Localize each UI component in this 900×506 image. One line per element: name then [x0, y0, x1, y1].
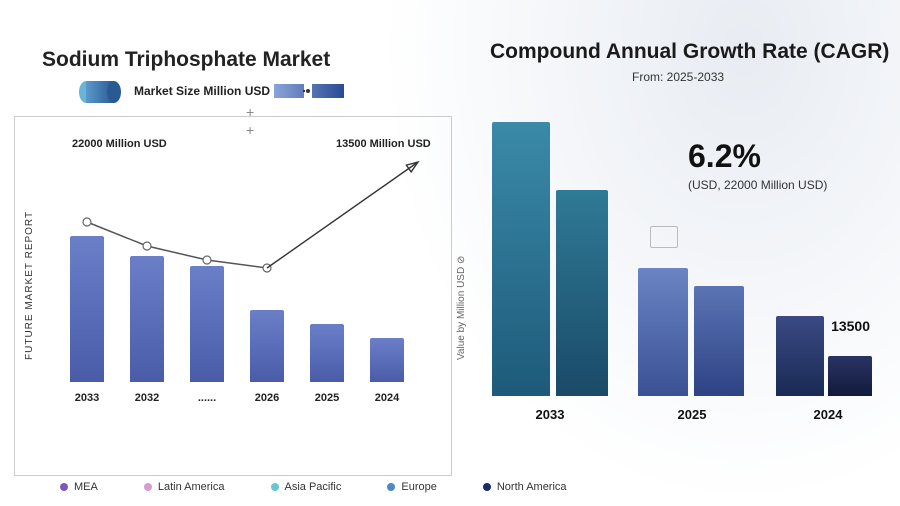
right-group-label: 2033 [510, 407, 590, 422]
left-chart-area: 20332032......202620252024 [38, 150, 438, 410]
region-item: MEA [60, 478, 98, 496]
right-bar [694, 286, 744, 396]
right-bar [556, 190, 608, 396]
right-bar [638, 268, 688, 396]
region-item: Europe [387, 478, 436, 496]
plus-marker-1: + [246, 104, 254, 120]
region-label: Asia Pacific [285, 481, 342, 493]
cylinder-icon [78, 80, 122, 104]
from-range: From: 2025-2033 [632, 70, 724, 84]
region-item: Latin America [144, 478, 225, 496]
right-bar [776, 316, 824, 396]
region-label: MEA [74, 481, 98, 493]
legend-text: Market Size Million USD [134, 84, 270, 98]
right-title: Compound Annual Growth Rate (CAGR) [490, 40, 889, 64]
region-dot [271, 483, 279, 491]
right-group-label: 2024 [788, 407, 868, 422]
arrow-end-label: 13500 Million USD [336, 138, 431, 150]
region-dot [483, 483, 491, 491]
region-dot [144, 483, 152, 491]
right-bar [828, 356, 872, 396]
region-item: North America [483, 478, 567, 496]
right-chart-area: 13500 2033 2025 2024 [480, 96, 880, 426]
right-bar [492, 122, 550, 396]
region-dot [60, 483, 68, 491]
left-title: Sodium Triphosphate Market [42, 48, 330, 72]
region-label: Europe [401, 481, 436, 493]
region-label: Latin America [158, 481, 225, 493]
yaxis-right-label: Value by Million USD ⊘ [456, 256, 467, 360]
right-group-label: 2025 [652, 407, 732, 422]
region-dot [387, 483, 395, 491]
yaxis-left-label: FUTURE MARKET REPORT [24, 211, 35, 360]
region-label: North America [497, 481, 567, 493]
ymax-label: 22000 Million USD [72, 138, 167, 150]
legend-gradient-bar [274, 84, 344, 98]
line-overlay [38, 150, 438, 410]
region-item: Asia Pacific [271, 478, 342, 496]
plus-marker-2: + [246, 122, 254, 138]
regions-legend: MEA Latin America Asia Pacific Europe North … [60, 478, 860, 496]
value-13500: 13500 [831, 318, 870, 334]
